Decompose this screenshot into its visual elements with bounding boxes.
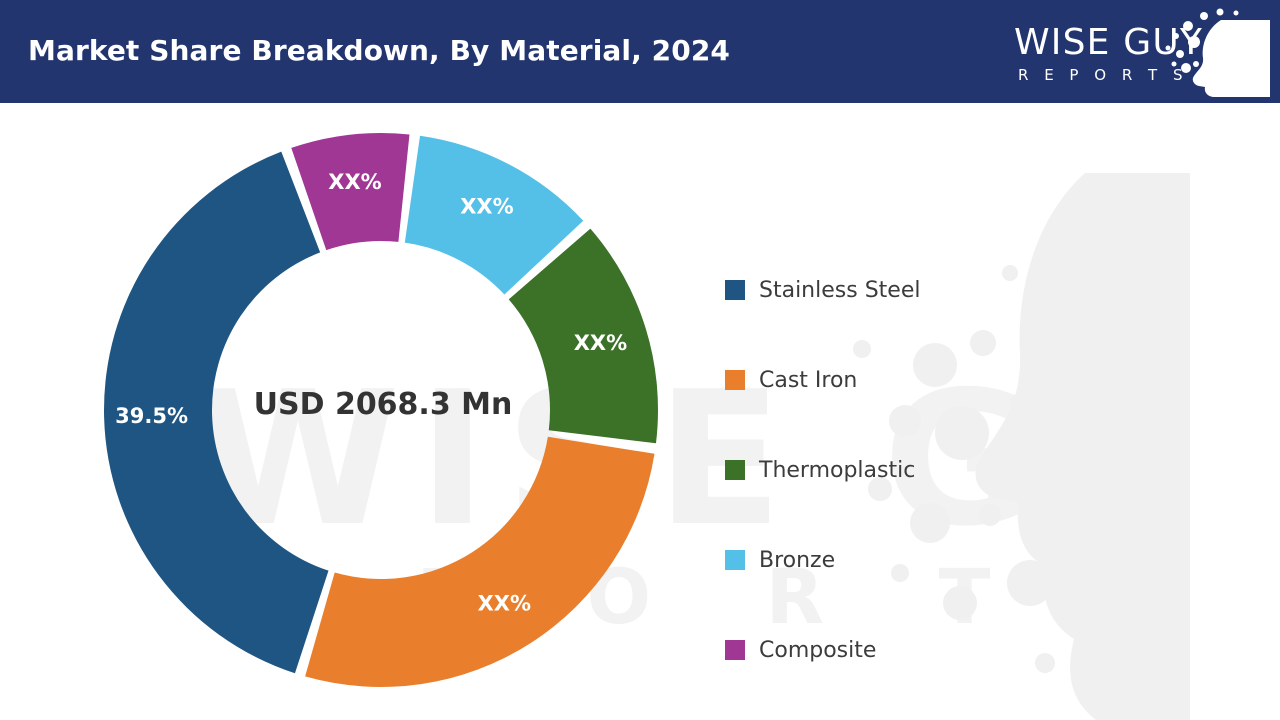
legend-swatch-icon xyxy=(725,550,745,570)
wise-guy-reports-logo: WISE GUY R E P O R T S xyxy=(1014,8,1270,97)
legend-item-label: Bronze xyxy=(759,547,836,573)
donut-chart-svg: 39.5% XX% XX% XX% XX% xyxy=(104,133,658,687)
slice-data-label: XX% xyxy=(460,194,513,218)
donut-slices xyxy=(104,133,658,687)
legend-item-label: Cast Iron xyxy=(759,367,858,393)
legend-swatch-icon xyxy=(725,280,745,300)
donut-slice[interactable] xyxy=(104,151,329,674)
legend-item-bronze[interactable]: Bronze xyxy=(725,515,1145,605)
legend-item-label: Stainless Steel xyxy=(759,277,921,303)
donut-slice[interactable] xyxy=(291,133,410,251)
donut-slice[interactable] xyxy=(404,135,584,295)
page-title: Market Share Breakdown, By Material, 202… xyxy=(28,34,731,67)
chart-legend: Stainless Steel Cast Iron Thermoplastic … xyxy=(725,245,1145,695)
legend-item-thermoplastic[interactable]: Thermoplastic xyxy=(725,425,1145,515)
slice-data-label: XX% xyxy=(478,592,531,616)
donut-chart: 39.5% XX% XX% XX% XX% USD 2068.3 Mn xyxy=(0,103,720,720)
slice-data-label: XX% xyxy=(328,170,381,194)
slice-data-label: XX% xyxy=(574,331,627,355)
donut-center-label: USD 2068.3 Mn xyxy=(253,387,513,422)
legend-swatch-icon xyxy=(725,370,745,390)
donut-slice[interactable] xyxy=(305,436,655,687)
legend-item-cast-iron[interactable]: Cast Iron xyxy=(725,335,1145,425)
donut-slice-labels: 39.5% XX% XX% XX% XX% xyxy=(115,170,627,616)
header-bar: Market Share Breakdown, By Material, 202… xyxy=(0,0,1280,103)
slice-data-label: 39.5% xyxy=(115,404,188,428)
legend-swatch-icon xyxy=(725,640,745,660)
logo-text-primary: WISE GUY xyxy=(1014,22,1203,63)
logo-text-secondary: R E P O R T S xyxy=(1018,66,1188,84)
donut-slice[interactable] xyxy=(508,228,658,444)
legend-item-label: Composite xyxy=(759,637,877,663)
legend-item-label: Thermoplastic xyxy=(759,457,916,483)
legend-item-composite[interactable]: Composite xyxy=(725,605,1145,695)
logo-head-icon xyxy=(1165,8,1270,97)
legend-item-stainless-steel[interactable]: Stainless Steel xyxy=(725,245,1145,335)
legend-swatch-icon xyxy=(725,460,745,480)
